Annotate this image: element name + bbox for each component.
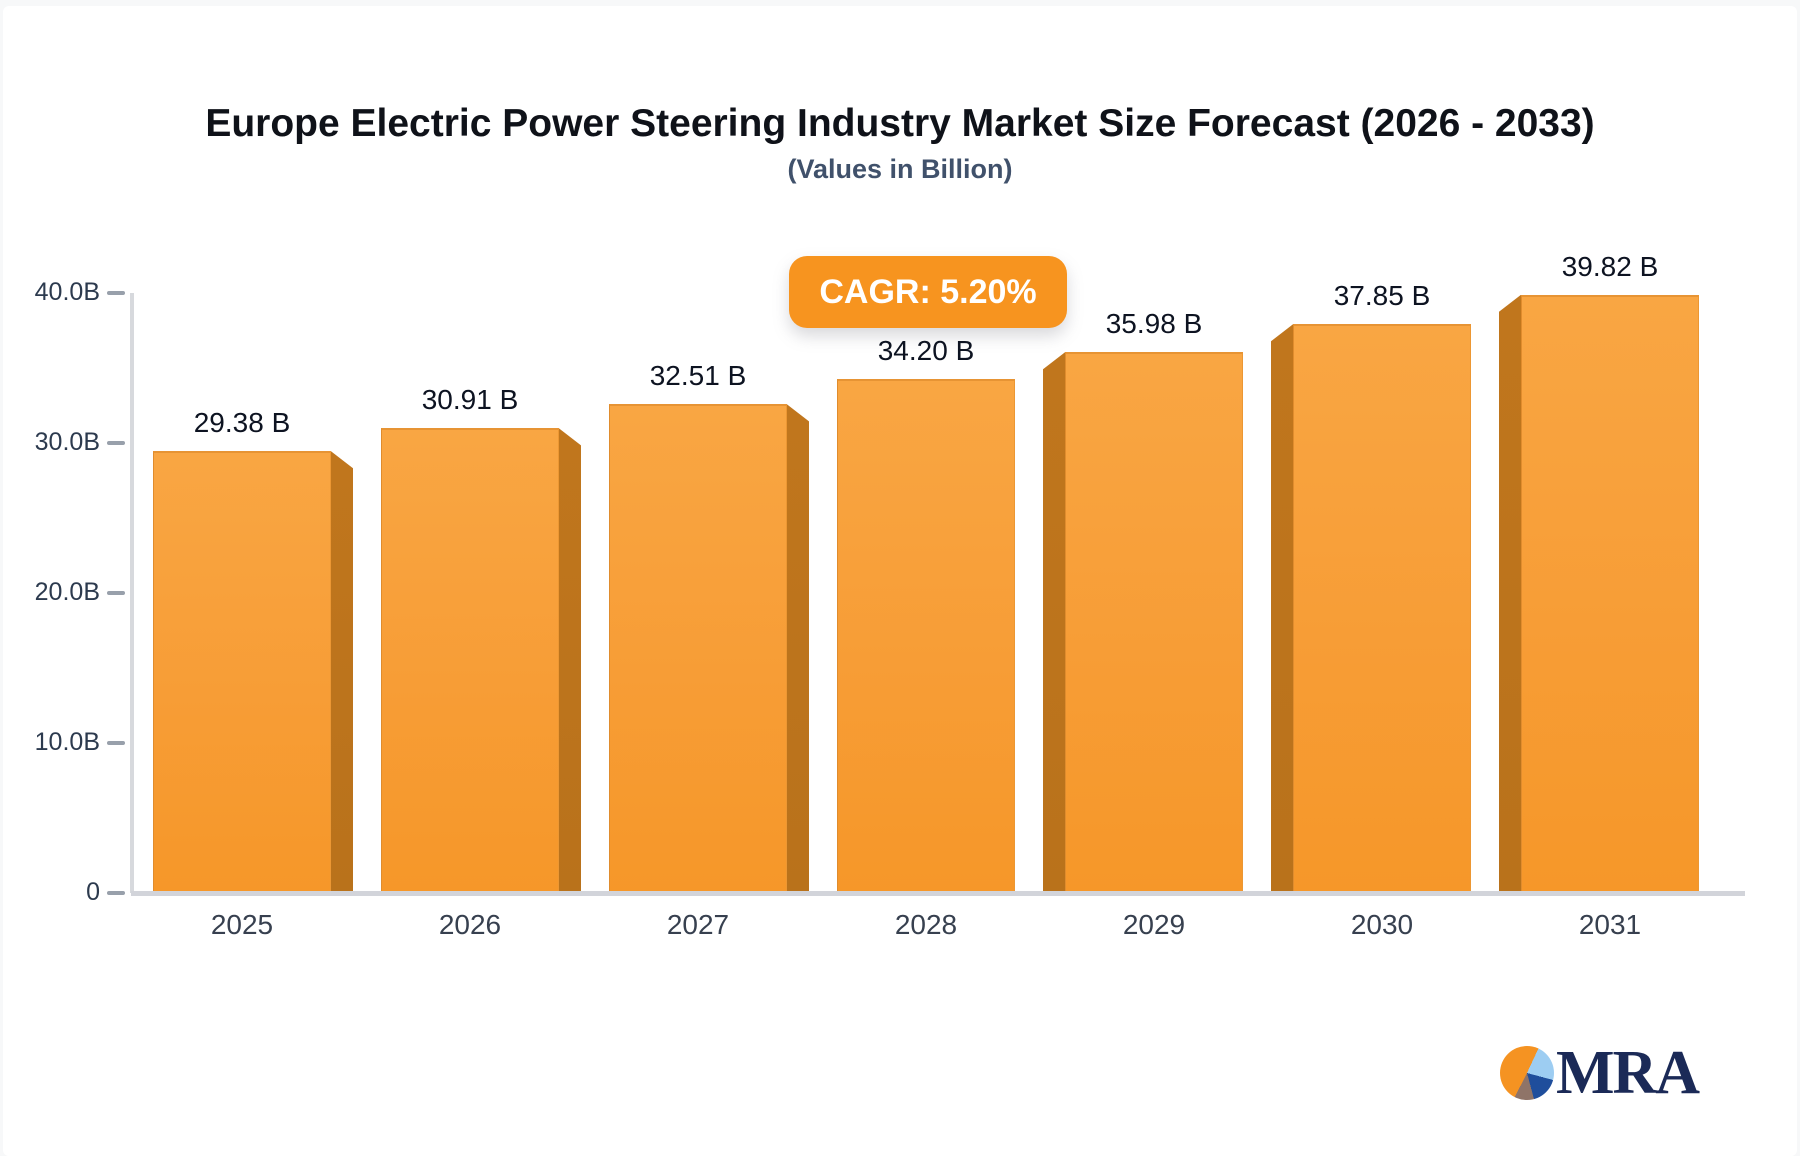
y-tick-mark <box>107 891 125 895</box>
y-tick-label: 0 <box>86 878 100 906</box>
bar-value-label: 39.82 B <box>1561 250 1659 282</box>
bar-chart: 0 10.0B 20.0B 30.0B 40.0B 29.38 B 2025 30.91 B 2… <box>3 6 1800 1156</box>
y-tick-label: 10.0B <box>34 728 100 756</box>
bar <box>609 404 787 892</box>
bar-value-label: 32.51 B <box>649 360 747 392</box>
y-tick-mark <box>107 291 125 295</box>
bar-value-label: 30.91 B <box>421 384 519 416</box>
brand-logo: MRA <box>1500 1039 1700 1107</box>
bar-value-label: 29.38 B <box>193 407 291 439</box>
y-tick-label: 20.0B <box>34 578 100 606</box>
cagr-badge: CAGR: 5.20% <box>789 256 1067 328</box>
x-tick-label: 2026 <box>438 909 502 940</box>
x-tick-label: 2031 <box>1578 909 1642 940</box>
chart-card: Europe Electric Power Steering Industry … <box>3 6 1797 1156</box>
bar-side <box>331 451 353 892</box>
y-tick-label: 30.0B <box>34 428 100 456</box>
x-tick-label: 2027 <box>666 909 730 940</box>
bar-side <box>1499 294 1521 892</box>
x-tick-label: 2029 <box>1122 909 1186 940</box>
chart-title: Europe Electric Power Steering Industry … <box>205 102 1595 145</box>
bar-value-label: 37.85 B <box>1333 280 1431 312</box>
x-axis-line <box>131 891 1745 896</box>
y-tick-mark <box>107 441 125 445</box>
cagr-badge-label: CAGR: 5.20% <box>819 272 1037 311</box>
bar <box>153 451 331 892</box>
bar-value-label: 35.98 B <box>1105 308 1203 340</box>
brand-logo-text: MRA <box>1556 1039 1700 1107</box>
bar-value-label: 34.20 B <box>877 335 975 366</box>
x-tick-label: 2030 <box>1350 909 1414 940</box>
bar <box>837 379 1015 892</box>
bar <box>1521 294 1699 892</box>
pie-chart-logo-icon <box>1500 1046 1554 1100</box>
bar-side <box>787 404 809 892</box>
bar-side <box>1043 352 1065 892</box>
x-tick-label: 2025 <box>210 909 274 940</box>
bar-side <box>1271 324 1293 892</box>
y-tick-mark <box>107 591 125 595</box>
y-axis-line <box>130 293 134 893</box>
y-tick-mark <box>107 741 125 745</box>
y-tick-label: 40.0B <box>34 278 100 306</box>
chart-subtitle: (Values in Billion) <box>787 154 1013 184</box>
bar <box>381 428 559 892</box>
bar <box>1065 352 1243 892</box>
bar <box>1293 324 1471 892</box>
x-tick-label: 2028 <box>894 909 958 940</box>
bar-side <box>559 428 581 892</box>
